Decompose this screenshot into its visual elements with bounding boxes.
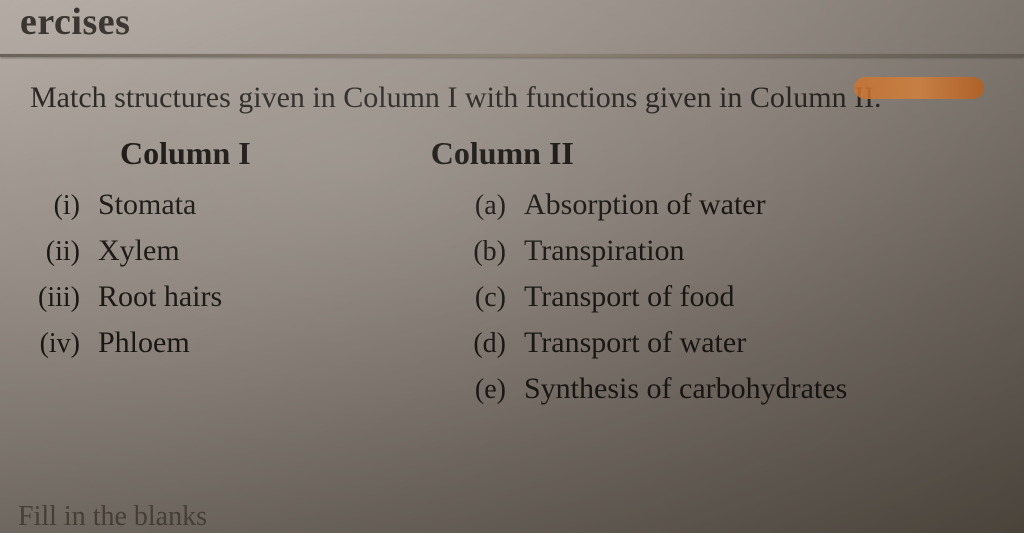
item-text: Synthesis of carbohydrates [524,372,847,406]
divider [0,54,1024,57]
right-item: (d) Transport of water [460,326,1024,360]
right-item: (a) Absorption of water [460,188,1024,222]
item-letter: (a) [460,190,524,222]
columns-header: Column I Column II [0,125,1024,182]
left-item: (iv) Phloem [20,326,460,360]
item-text: Stomata [98,188,196,222]
right-item: (e) Synthesis of carbohydrates [460,372,1024,406]
heading-section: ercises [0,0,1024,50]
item-row: (iv) Phloem (d) Transport of water [20,320,1024,366]
right-item: (b) Transpiration [460,234,1024,268]
item-number: (iv) [20,328,98,360]
left-item: (ii) Xylem [20,234,460,268]
column-1-header: Column I [120,135,251,172]
right-item: (c) Transport of food [460,280,1024,314]
item-text: Phloem [98,326,190,360]
column-2-header: Column II [431,135,574,172]
item-row: (ii) Xylem (b) Transpiration [20,228,1024,274]
item-number: (i) [20,190,98,222]
item-row: (i) Stomata (a) Absorption of water [20,182,1024,228]
items-container: (i) Stomata (a) Absorption of water (ii)… [0,182,1024,412]
highlight-marker [854,77,984,99]
item-text: Absorption of water [524,188,766,222]
item-number: (iii) [20,282,98,314]
item-text: Transport of water [524,326,746,360]
item-number: (ii) [20,236,98,268]
left-item: (iii) Root hairs [20,280,460,314]
item-letter: (c) [460,282,524,314]
item-letter: (d) [460,328,524,360]
page: ercises Match structures given in Column… [0,0,1024,533]
instruction-row: Match structures given in Column I with … [0,65,1024,125]
item-row: (iii) Root hairs (c) Transport of food [20,274,1024,320]
cutoff-text: Fill in the blanks [18,501,207,533]
item-letter: (e) [460,374,524,406]
item-text: Xylem [98,234,180,268]
item-letter: (b) [460,236,524,268]
item-text: Transport of food [524,280,735,314]
left-item: (i) Stomata [20,188,460,222]
section-heading: ercises [20,0,1024,44]
item-text: Transpiration [524,234,685,268]
item-text: Root hairs [98,280,222,314]
item-row: (e) Synthesis of carbohydrates [20,366,1024,412]
